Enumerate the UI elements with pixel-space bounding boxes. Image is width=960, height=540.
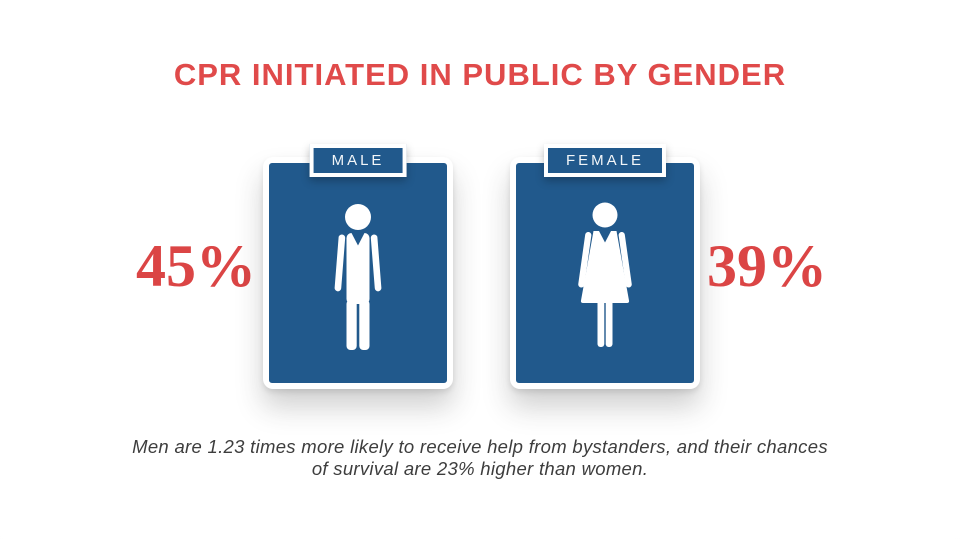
female-panel-label: FEMALE bbox=[543, 144, 667, 177]
caption: Men are 1.23 times more likely to receiv… bbox=[0, 436, 960, 480]
caption-line-2: of survival are 23% higher than women. bbox=[311, 458, 649, 479]
male-panel-label: MALE bbox=[309, 144, 407, 177]
male-percentage-value: 45% bbox=[136, 233, 256, 299]
female-figure-icon bbox=[578, 202, 632, 347]
male-figure-icon bbox=[334, 204, 382, 350]
female-panel-body bbox=[516, 163, 694, 383]
caption-line-1: Men are 1.23 times more likely to receiv… bbox=[132, 436, 828, 457]
female-percentage-value: 39% bbox=[707, 233, 827, 299]
chart-title: CPR INITIATED IN PUBLIC BY GENDER bbox=[173, 57, 787, 92]
male-panel-body bbox=[269, 163, 447, 383]
male-panel: MALE bbox=[263, 144, 453, 389]
female-panel: FEMALE bbox=[510, 144, 700, 389]
